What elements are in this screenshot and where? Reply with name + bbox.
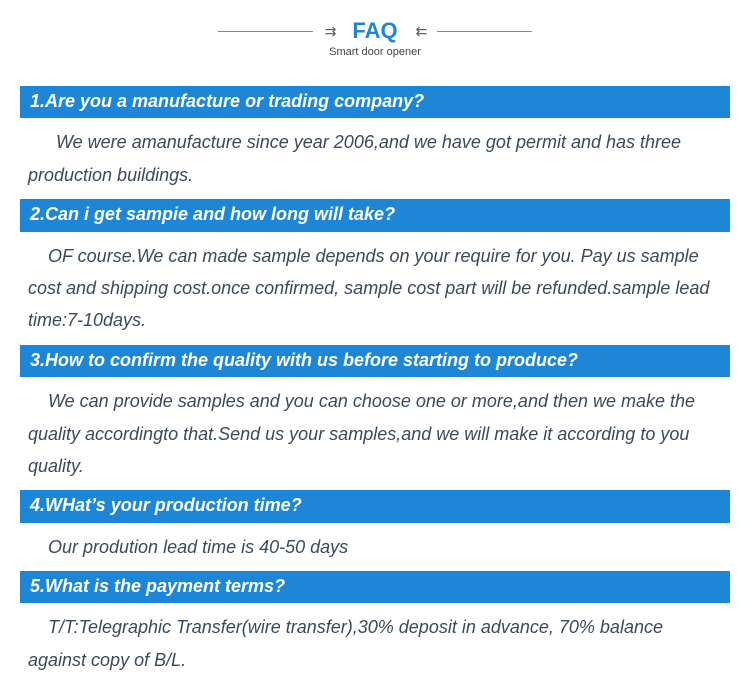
page-subtitle: Smart door opener [0,46,750,58]
faq-question: 1.Are you a manufacture or trading compa… [20,86,730,118]
faq-question: 2.Can i get sampie and how long will tak… [20,199,730,231]
faq-content: 1.Are you a manufacture or trading compa… [0,68,750,684]
faq-answer: We can provide samples and you can choos… [20,383,730,490]
faq-answer: T/T:Telegraphic Transfer(wire transfer),… [20,609,730,684]
header: ⇉ FAQ ⇇ Smart door opener [0,0,750,68]
faq-answer: We were amanufacture since year 2006,and… [20,124,730,199]
faq-question: 3.How to confirm the quality with us bef… [20,345,730,377]
decor-line-left [218,31,313,32]
arrow-left-icon: ⇇ [416,23,426,40]
faq-answer: OF course.We can made sample depends on … [20,238,730,345]
arrow-right-icon: ⇉ [325,23,335,40]
faq-answer: Our prodution lead time is 40-50 days [20,529,730,571]
decor-line-right [437,31,532,32]
header-decor: ⇉ FAQ ⇇ [0,18,750,44]
page-title: FAQ [352,18,397,44]
faq-question: 5.What is the payment terms? [20,571,730,603]
faq-question: 4.WHat’s your production time? [20,490,730,522]
